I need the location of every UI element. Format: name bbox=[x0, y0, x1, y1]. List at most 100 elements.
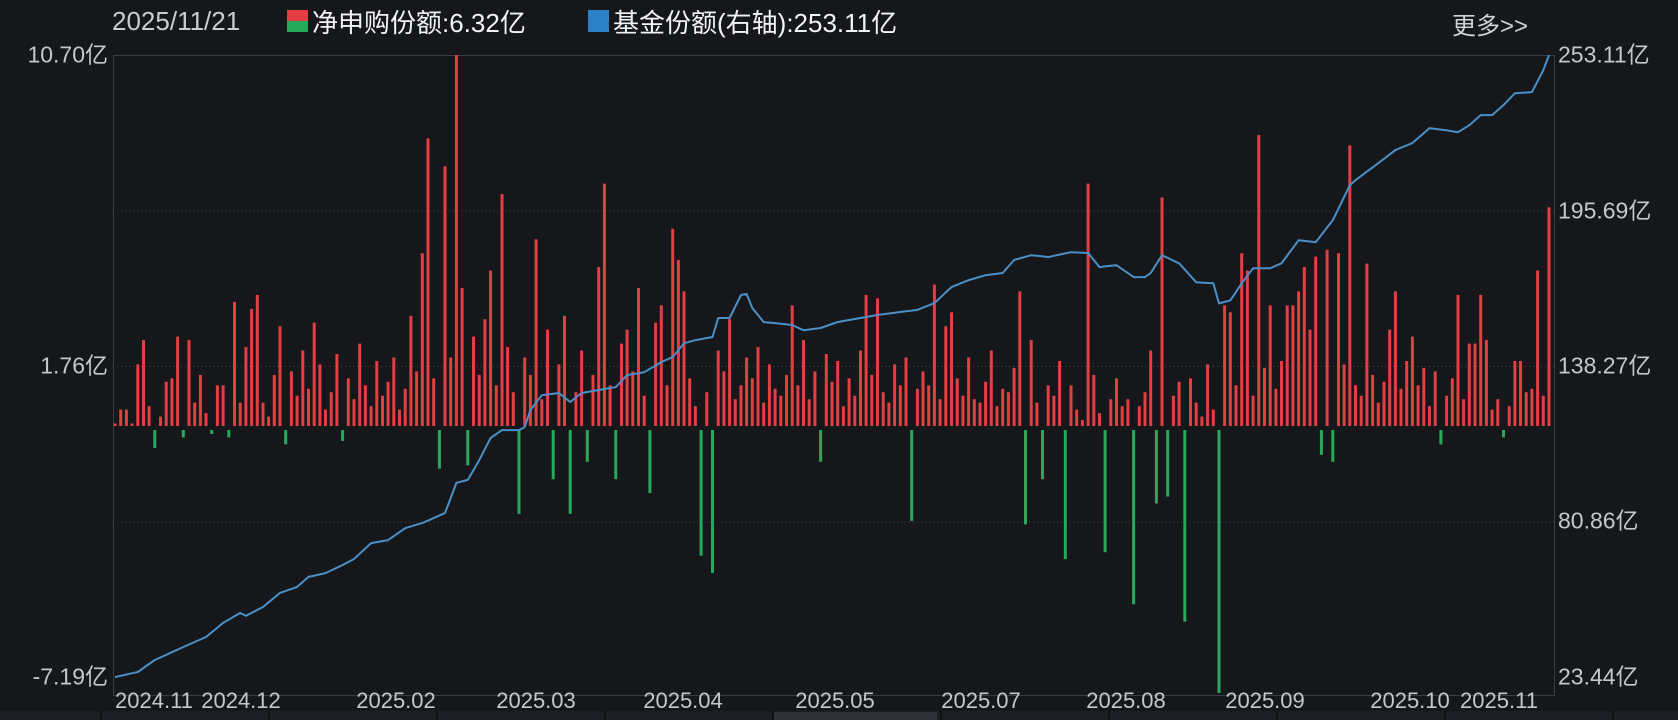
bar-up bbox=[1120, 406, 1124, 426]
bar-up bbox=[483, 319, 487, 426]
legend-net-subscription: 净申购份额:6.32亿 bbox=[287, 4, 526, 38]
bar-up bbox=[955, 378, 959, 426]
bar-up bbox=[1314, 256, 1318, 426]
bar-up bbox=[130, 423, 134, 426]
bar-up bbox=[1075, 409, 1079, 426]
bar-down bbox=[551, 430, 555, 480]
bar-up bbox=[278, 326, 282, 426]
bar-down bbox=[210, 430, 214, 434]
bar-up bbox=[136, 364, 140, 426]
bar-up bbox=[113, 423, 117, 426]
bar-up bbox=[432, 378, 436, 426]
bar-down bbox=[1041, 430, 1044, 480]
bar-up bbox=[449, 357, 453, 426]
bar-up bbox=[733, 399, 737, 426]
x-axis-tick: 2025.11 bbox=[1460, 688, 1538, 713]
bar-up bbox=[1029, 340, 1033, 426]
x-axis-tick: 2025.05 bbox=[795, 688, 875, 713]
bar-up bbox=[1171, 395, 1175, 426]
bar-up bbox=[688, 378, 692, 426]
bar-up bbox=[978, 402, 982, 426]
more-link[interactable]: 更多>> bbox=[1452, 13, 1529, 40]
bar-up bbox=[944, 326, 948, 426]
bottom-scrollbar-track[interactable] bbox=[0, 711, 1678, 720]
bar-up bbox=[460, 287, 464, 426]
bar-up bbox=[409, 315, 413, 426]
bar-up bbox=[1137, 406, 1141, 426]
bar-up bbox=[893, 364, 897, 426]
bar-down bbox=[466, 430, 470, 466]
bar-up bbox=[802, 340, 805, 426]
scrollbar-thumb[interactable] bbox=[772, 712, 937, 720]
bar-up bbox=[728, 319, 732, 426]
bar-up bbox=[335, 354, 339, 426]
bar-up bbox=[176, 336, 180, 426]
bar-up bbox=[881, 392, 885, 426]
bar-up bbox=[1234, 385, 1238, 426]
bar-up bbox=[580, 350, 584, 426]
bar-up bbox=[836, 361, 840, 426]
bar-up bbox=[927, 385, 931, 426]
bar-up bbox=[887, 402, 891, 426]
bar-down bbox=[284, 430, 288, 445]
bar-down bbox=[1024, 430, 1027, 525]
bar-up bbox=[1098, 413, 1101, 426]
bar-up bbox=[705, 392, 709, 426]
bar-down bbox=[1183, 430, 1187, 622]
bar-up bbox=[756, 347, 760, 426]
bar-down bbox=[1439, 430, 1443, 445]
bar-up bbox=[307, 388, 310, 426]
bar-up bbox=[1410, 336, 1414, 426]
bar-up bbox=[443, 166, 447, 427]
bar-up bbox=[221, 385, 225, 426]
bottom-strip-separator bbox=[1276, 711, 1278, 720]
bar-up bbox=[671, 228, 675, 426]
bottom-strip-separator bbox=[940, 711, 942, 720]
bar-up bbox=[1263, 367, 1266, 426]
bar-down bbox=[1063, 430, 1067, 560]
bar-down bbox=[1331, 430, 1335, 462]
bar-up bbox=[665, 385, 669, 426]
bar-down bbox=[153, 430, 157, 448]
bar-up bbox=[1536, 270, 1540, 426]
bar-up bbox=[932, 284, 936, 426]
bar-up bbox=[494, 385, 498, 426]
bar-up bbox=[637, 287, 640, 426]
bar-up bbox=[1280, 361, 1283, 426]
chart-date: 2025/11/21 bbox=[112, 5, 241, 36]
left-axis-tick: 10.70亿 bbox=[27, 41, 108, 68]
bar-up bbox=[1177, 381, 1181, 426]
bar-down bbox=[341, 430, 345, 441]
bottom-strip-separator bbox=[1108, 711, 1110, 720]
plot-frame bbox=[113, 55, 1555, 696]
bar-up bbox=[346, 378, 350, 426]
bar-up bbox=[1001, 388, 1005, 426]
bar-down bbox=[1132, 430, 1136, 605]
bar-up bbox=[1462, 399, 1466, 426]
bar-up bbox=[1080, 420, 1084, 426]
bar-up bbox=[790, 305, 794, 426]
bar-up bbox=[813, 371, 817, 426]
bar-up bbox=[950, 312, 953, 426]
bar-up bbox=[1524, 392, 1528, 426]
bar-up bbox=[864, 294, 868, 426]
bar-up bbox=[187, 340, 191, 426]
bar-up bbox=[859, 350, 862, 426]
bar-up bbox=[1365, 263, 1369, 426]
bar-up bbox=[1541, 395, 1545, 426]
x-axis-tick: 2025.03 bbox=[496, 688, 576, 713]
bar-up bbox=[289, 371, 293, 426]
bar-up bbox=[1467, 343, 1471, 426]
bar-up bbox=[472, 336, 475, 426]
bar-up bbox=[631, 371, 635, 426]
bar-up bbox=[1507, 406, 1511, 426]
bar-up bbox=[904, 357, 908, 426]
bar-up bbox=[147, 406, 151, 426]
bar-down bbox=[1502, 430, 1505, 438]
bar-up bbox=[762, 402, 766, 426]
bar-up bbox=[1200, 416, 1204, 426]
bar-up bbox=[1337, 253, 1340, 426]
bar-up bbox=[363, 385, 367, 426]
